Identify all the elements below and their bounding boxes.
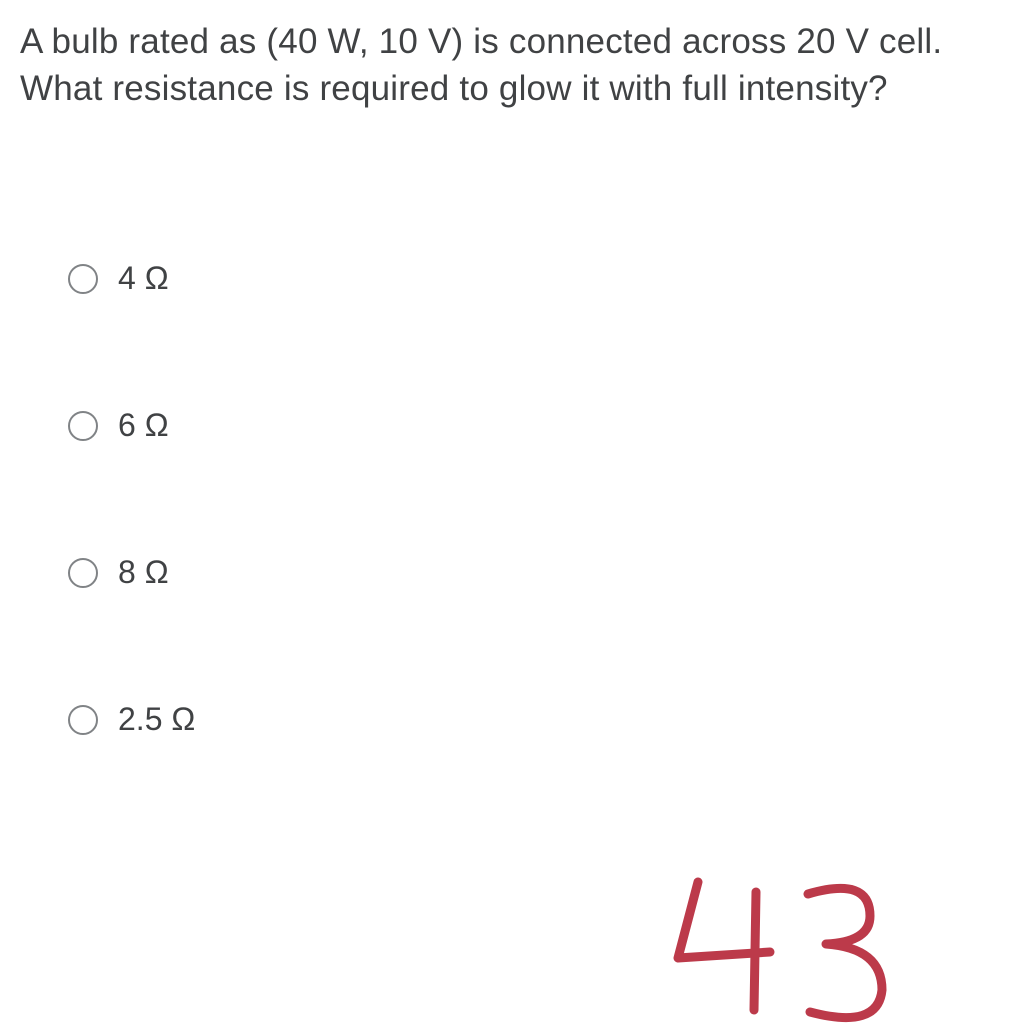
options-group: 4 Ω 6 Ω 8 Ω 2.5 Ω <box>68 260 195 848</box>
handwriting-svg <box>660 870 920 1027</box>
radio-icon[interactable] <box>68 558 98 588</box>
option-label: 2.5 Ω <box>118 701 195 738</box>
option-label: 4 Ω <box>118 260 169 297</box>
question-text: A bulb rated as (40 W, 10 V) is connecte… <box>20 18 980 113</box>
option-label: 6 Ω <box>118 407 169 444</box>
radio-icon[interactable] <box>68 264 98 294</box>
option-3[interactable]: 8 Ω <box>68 554 195 591</box>
option-4[interactable]: 2.5 Ω <box>68 701 195 738</box>
radio-icon[interactable] <box>68 411 98 441</box>
handwritten-annotation <box>660 870 920 1027</box>
option-1[interactable]: 4 Ω <box>68 260 195 297</box>
option-label: 8 Ω <box>118 554 169 591</box>
radio-icon[interactable] <box>68 705 98 735</box>
option-2[interactable]: 6 Ω <box>68 407 195 444</box>
